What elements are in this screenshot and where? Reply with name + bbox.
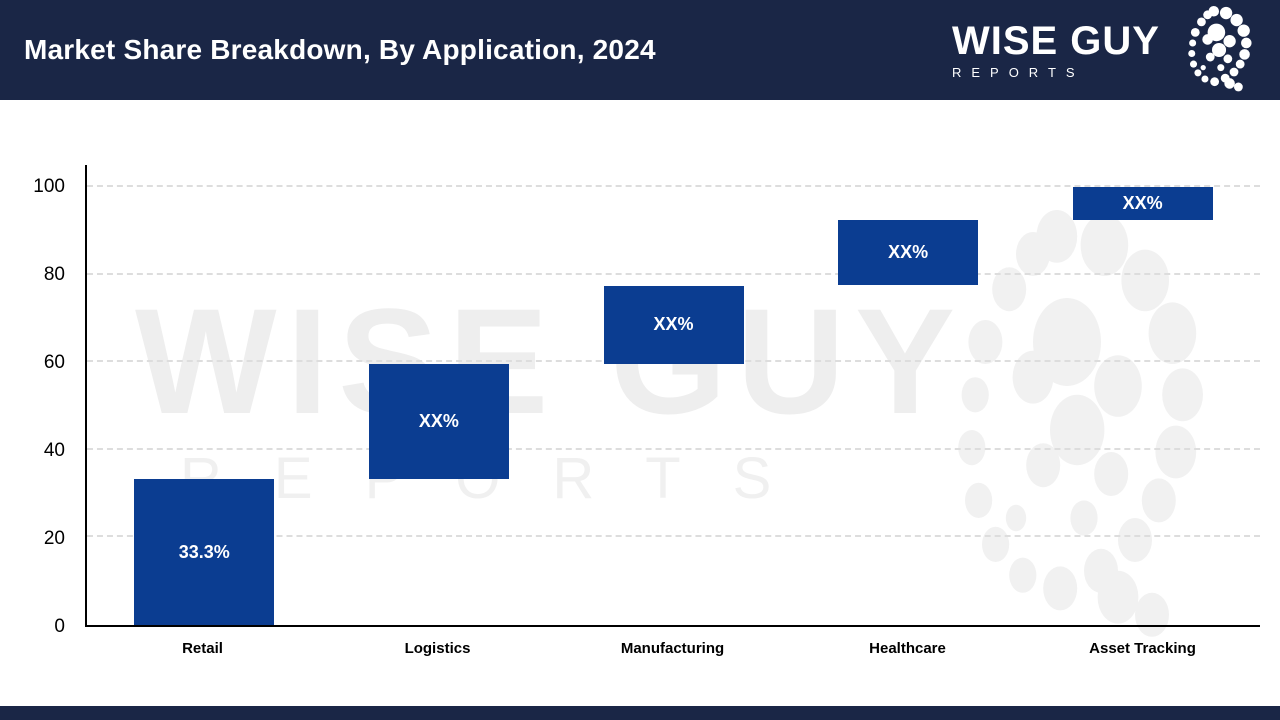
brand-logo: WISE GUY REPORTS	[952, 4, 1256, 96]
brand-head-icon	[1168, 4, 1256, 96]
bar-value-label: XX%	[418, 411, 459, 432]
x-tick-label: Asset Tracking	[1089, 640, 1196, 657]
gridline	[87, 184, 1260, 187]
x-tick-label: Healthcare	[869, 640, 946, 657]
x-axis-labels: Retail Logistics Manufacturing Healthcare As…	[85, 640, 1260, 670]
y-axis-labels: 0 20 40 60 80 100	[0, 165, 75, 637]
gridline	[87, 447, 1260, 450]
gridline	[87, 272, 1260, 275]
y-tick-label: 80	[43, 264, 65, 285]
y-tick-label: 40	[43, 440, 65, 461]
bar-manufacturing: XX%	[603, 285, 744, 365]
footer-bar	[0, 706, 1280, 720]
y-tick-label: 20	[43, 528, 65, 549]
x-tick-label: Logistics	[404, 640, 471, 657]
bar-logistics: XX%	[368, 364, 509, 480]
brand-subtitle: REPORTS	[951, 64, 1085, 80]
header-bar: Market Share Breakdown, By Application, …	[0, 0, 1280, 100]
bar-asset-tracking: XX%	[1072, 186, 1213, 220]
gridline	[87, 535, 1260, 538]
plot-area: 33.3% XX% XX% XX% XX%	[85, 165, 1260, 627]
bar-value-label: XX%	[1122, 192, 1163, 213]
brand-name: WISE GUY	[951, 18, 1160, 63]
bar-value-label: XX%	[888, 242, 929, 263]
page-title: Market Share Breakdown, By Application, …	[24, 34, 656, 65]
y-tick-label: 0	[54, 616, 65, 637]
bar-value-label: XX%	[653, 314, 694, 335]
y-tick-label: 60	[43, 352, 65, 373]
bar-healthcare: XX%	[838, 219, 979, 286]
y-tick-label: 100	[33, 176, 65, 197]
x-tick-label: Manufacturing	[620, 640, 725, 657]
brand-text: WISE GUY REPORTS	[952, 21, 1160, 80]
bar-retail: 33.3%	[134, 479, 275, 625]
x-tick-label: Retail	[182, 640, 223, 657]
bar-value-label: 33.3%	[178, 541, 230, 562]
